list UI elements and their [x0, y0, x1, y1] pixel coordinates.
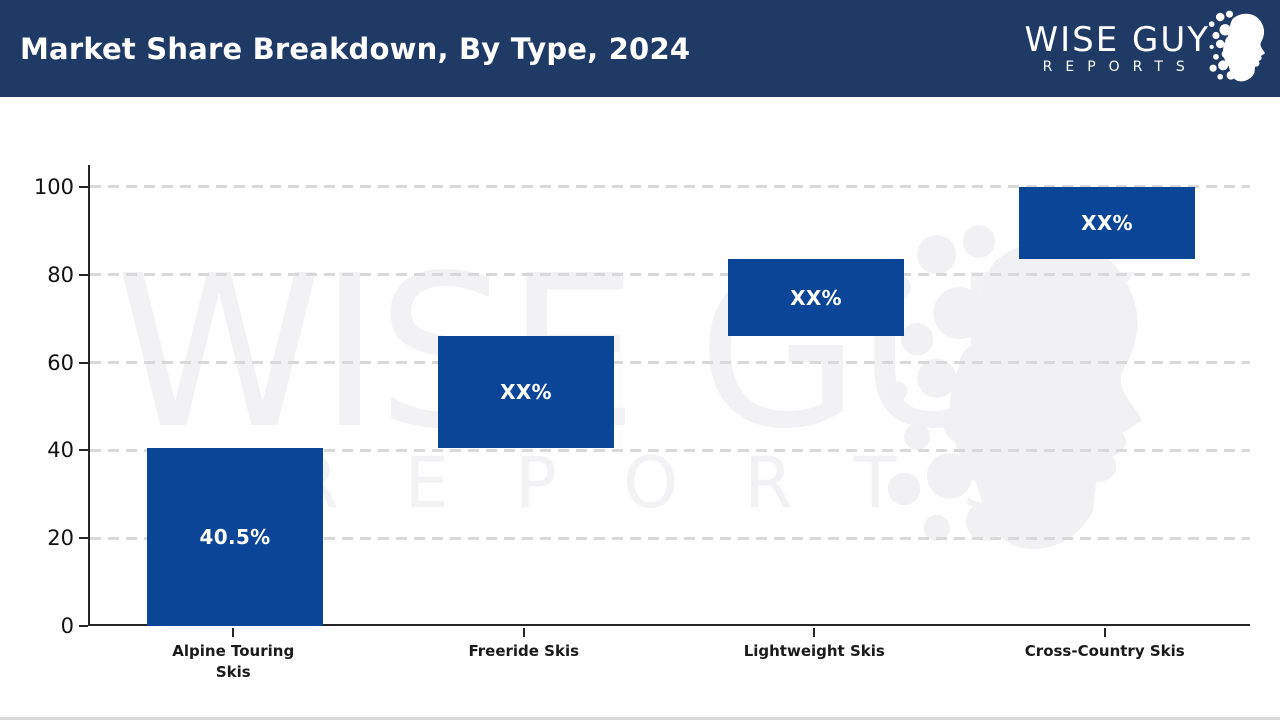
x-axis-tick-3 [1103, 628, 1106, 637]
brand-logo-text: WISE GUY REPORTS [1024, 22, 1210, 75]
brand-logo: WISE GUY REPORTS [1024, 6, 1270, 91]
bar-cross-country-skis: XX% [1019, 186, 1195, 260]
x-axis-tick-1 [522, 628, 525, 637]
y-tick-label-40: 40 [47, 438, 74, 463]
y-tick-label-20: 20 [47, 526, 74, 551]
y-tick-label-60: 60 [47, 350, 74, 375]
x-category-label-1: Freeride Skis [468, 642, 580, 660]
y-axis-tick-80 [79, 273, 88, 276]
x-category-label-3: Cross-Country Skis [1024, 642, 1185, 660]
gridline-y-60 [90, 361, 1250, 365]
bottom-border [0, 717, 1280, 720]
bar-alpine-touring-skis: 40.5% [147, 448, 323, 626]
header-bar: Market Share Breakdown, By Type, 2024 WI… [0, 0, 1280, 97]
watermark-head-icon [884, 225, 1142, 550]
y-tick-label-80: 80 [47, 262, 74, 287]
brand-name: WISE GUY [1024, 20, 1210, 60]
gridline-y-40 [90, 448, 1250, 452]
bar-freeride-skis: XX% [438, 336, 614, 449]
watermark-text-line2: REPORTS [290, 442, 1073, 524]
gridline-y-20 [90, 536, 1250, 540]
brand-subtitle: REPORTS [1042, 59, 1198, 75]
y-axis-tick-40 [79, 449, 88, 452]
y-axis-tick-60 [79, 361, 88, 364]
y-axis-tick-100 [79, 185, 88, 188]
y-axis-tick-0 [79, 625, 88, 627]
y-tick-label-100: 100 [33, 174, 74, 199]
bar-value-label: XX% [500, 380, 552, 405]
gridline-y-80 [90, 273, 1250, 277]
bar-value-label: XX% [790, 285, 842, 310]
plot-area: 40.5% XX% XX% XX% [88, 165, 1250, 626]
y-axis-tick-20 [79, 537, 88, 540]
brand-head-icon [1208, 10, 1266, 81]
gridline-y-100 [90, 185, 1250, 189]
x-axis-tick-2 [813, 628, 816, 637]
x-category-label-0: Alpine Touring Skis [172, 642, 295, 681]
x-category-label-2: Lightweight Skis [743, 642, 885, 660]
bar-value-label: 40.5% [199, 525, 271, 550]
bar-lightweight-skis: XX% [728, 259, 904, 337]
bar-value-label: XX% [1081, 211, 1133, 236]
y-tick-label-0: 0 [60, 614, 74, 638]
chart-region: 40.5% XX% XX% XX% 0 20 40 60 80 100 Alpine Tourin… [0, 97, 1280, 720]
x-axis-tick-0 [232, 628, 235, 637]
chart-title: Market Share Breakdown, By Type, 2024 [20, 31, 691, 66]
